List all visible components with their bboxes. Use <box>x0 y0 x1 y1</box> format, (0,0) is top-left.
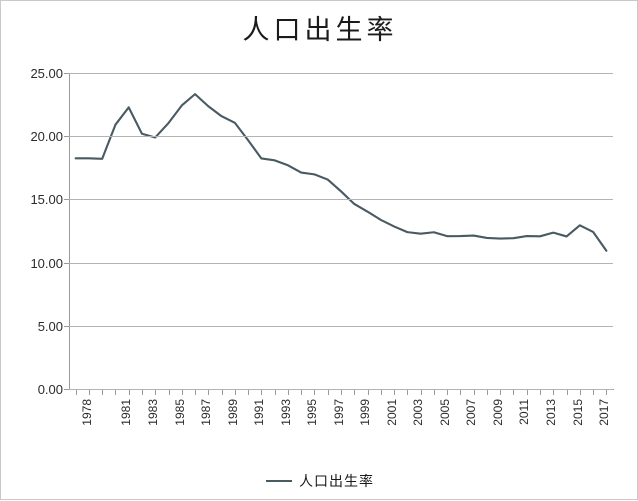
x-axis-tick <box>287 390 289 395</box>
y-axis-line <box>69 73 70 390</box>
x-axis-tick-label: 1993 <box>278 399 293 426</box>
x-axis-tick <box>248 390 250 395</box>
x-axis-tick <box>486 390 488 395</box>
gridline <box>69 73 613 74</box>
x-axis-tick <box>88 390 90 395</box>
x-axis-tick <box>513 390 515 395</box>
x-axis-tick <box>526 390 528 395</box>
y-axis-tick-label: 0.00 <box>37 382 63 397</box>
x-axis-tick <box>407 390 409 395</box>
x-axis-tick <box>208 390 210 395</box>
x-axis-tick-label: 1995 <box>305 399 320 426</box>
x-axis-tick <box>473 390 475 395</box>
x-axis-tick <box>553 390 555 395</box>
x-axis-tick-label: 1985 <box>172 399 187 426</box>
gridline <box>69 136 613 138</box>
x-axis-tick <box>354 390 356 395</box>
chart-title: 人口出生率 <box>242 15 398 45</box>
x-axis-tick-label: 2015 <box>570 399 585 426</box>
x-axis-tick <box>394 390 396 395</box>
legend-line-swatch <box>266 480 292 482</box>
x-axis-tick-label: 2013 <box>544 399 559 426</box>
x-axis-tick-label: 1989 <box>225 399 240 426</box>
x-axis-tick <box>141 390 143 395</box>
x-axis-tick <box>195 390 197 395</box>
gridline <box>69 325 613 327</box>
x-axis-tick <box>460 390 462 395</box>
x-axis-tick <box>155 390 157 395</box>
gridline <box>69 389 613 390</box>
x-axis-tick-label: 1999 <box>358 399 373 426</box>
birth-rate-line-series <box>74 93 608 252</box>
plot-area <box>69 73 613 390</box>
x-axis-tick <box>367 390 369 395</box>
x-axis-tick <box>579 390 581 395</box>
x-axis-tick-label: 2009 <box>490 399 505 426</box>
x-axis-tick <box>274 390 276 395</box>
gridline <box>69 262 613 264</box>
x-axis-tick <box>115 390 117 395</box>
y-axis-tick-label: 5.00 <box>37 318 63 334</box>
x-axis-tick-label: 1978 <box>79 399 94 426</box>
legend-label: 人口出生率 <box>299 473 374 489</box>
x-axis-tick <box>128 390 130 395</box>
x-axis-tick <box>168 390 170 395</box>
x-axis-tick-label: 1997 <box>331 399 346 426</box>
x-axis-tick-label: 2005 <box>437 399 452 426</box>
x-axis-tick <box>102 390 104 395</box>
x-axis-tick-label: 2003 <box>411 399 426 426</box>
x-axis-tick <box>261 390 263 395</box>
x-axis-tick <box>327 390 329 395</box>
x-axis-tick <box>593 390 595 395</box>
x-axis-tick-label: 2011 <box>517 399 532 425</box>
series-polyline <box>74 93 608 252</box>
x-axis-tick <box>181 390 183 395</box>
y-axis-tick-label: 20.00 <box>30 129 63 145</box>
x-axis-tick-label: 1981 <box>119 399 134 426</box>
x-axis-tick-label: 2001 <box>384 399 399 426</box>
x-axis-tick <box>433 390 435 395</box>
x-axis-tick <box>540 390 542 395</box>
x-axis-tick <box>447 390 449 395</box>
x-axis-tick <box>221 390 223 395</box>
x-axis-tick-label: 2017 <box>597 399 612 426</box>
x-axis-tick-label: 2007 <box>464 399 479 426</box>
x-axis-tick <box>500 390 502 395</box>
x-axis-tick-label: 1991 <box>252 399 267 426</box>
gridline <box>69 199 613 201</box>
x-axis-tick <box>314 390 316 395</box>
y-axis-tick-label: 25.00 <box>30 66 63 81</box>
x-axis-tick-label: 1983 <box>145 399 160 426</box>
x-axis-tick <box>234 390 236 395</box>
x-axis-tick <box>380 390 382 395</box>
x-axis-tick-label: 1987 <box>199 399 214 426</box>
x-axis-tick <box>566 390 568 395</box>
y-axis-tick-label: 10.00 <box>30 255 63 271</box>
x-axis-tick <box>606 390 608 395</box>
x-axis-tick <box>341 390 342 395</box>
y-axis-tick-label: 15.00 <box>30 192 63 208</box>
chart-legend: 人口出生率 <box>1 473 638 489</box>
x-axis-tick <box>301 390 303 395</box>
x-axis-tick <box>420 390 422 395</box>
x-axis-tick <box>75 390 77 395</box>
